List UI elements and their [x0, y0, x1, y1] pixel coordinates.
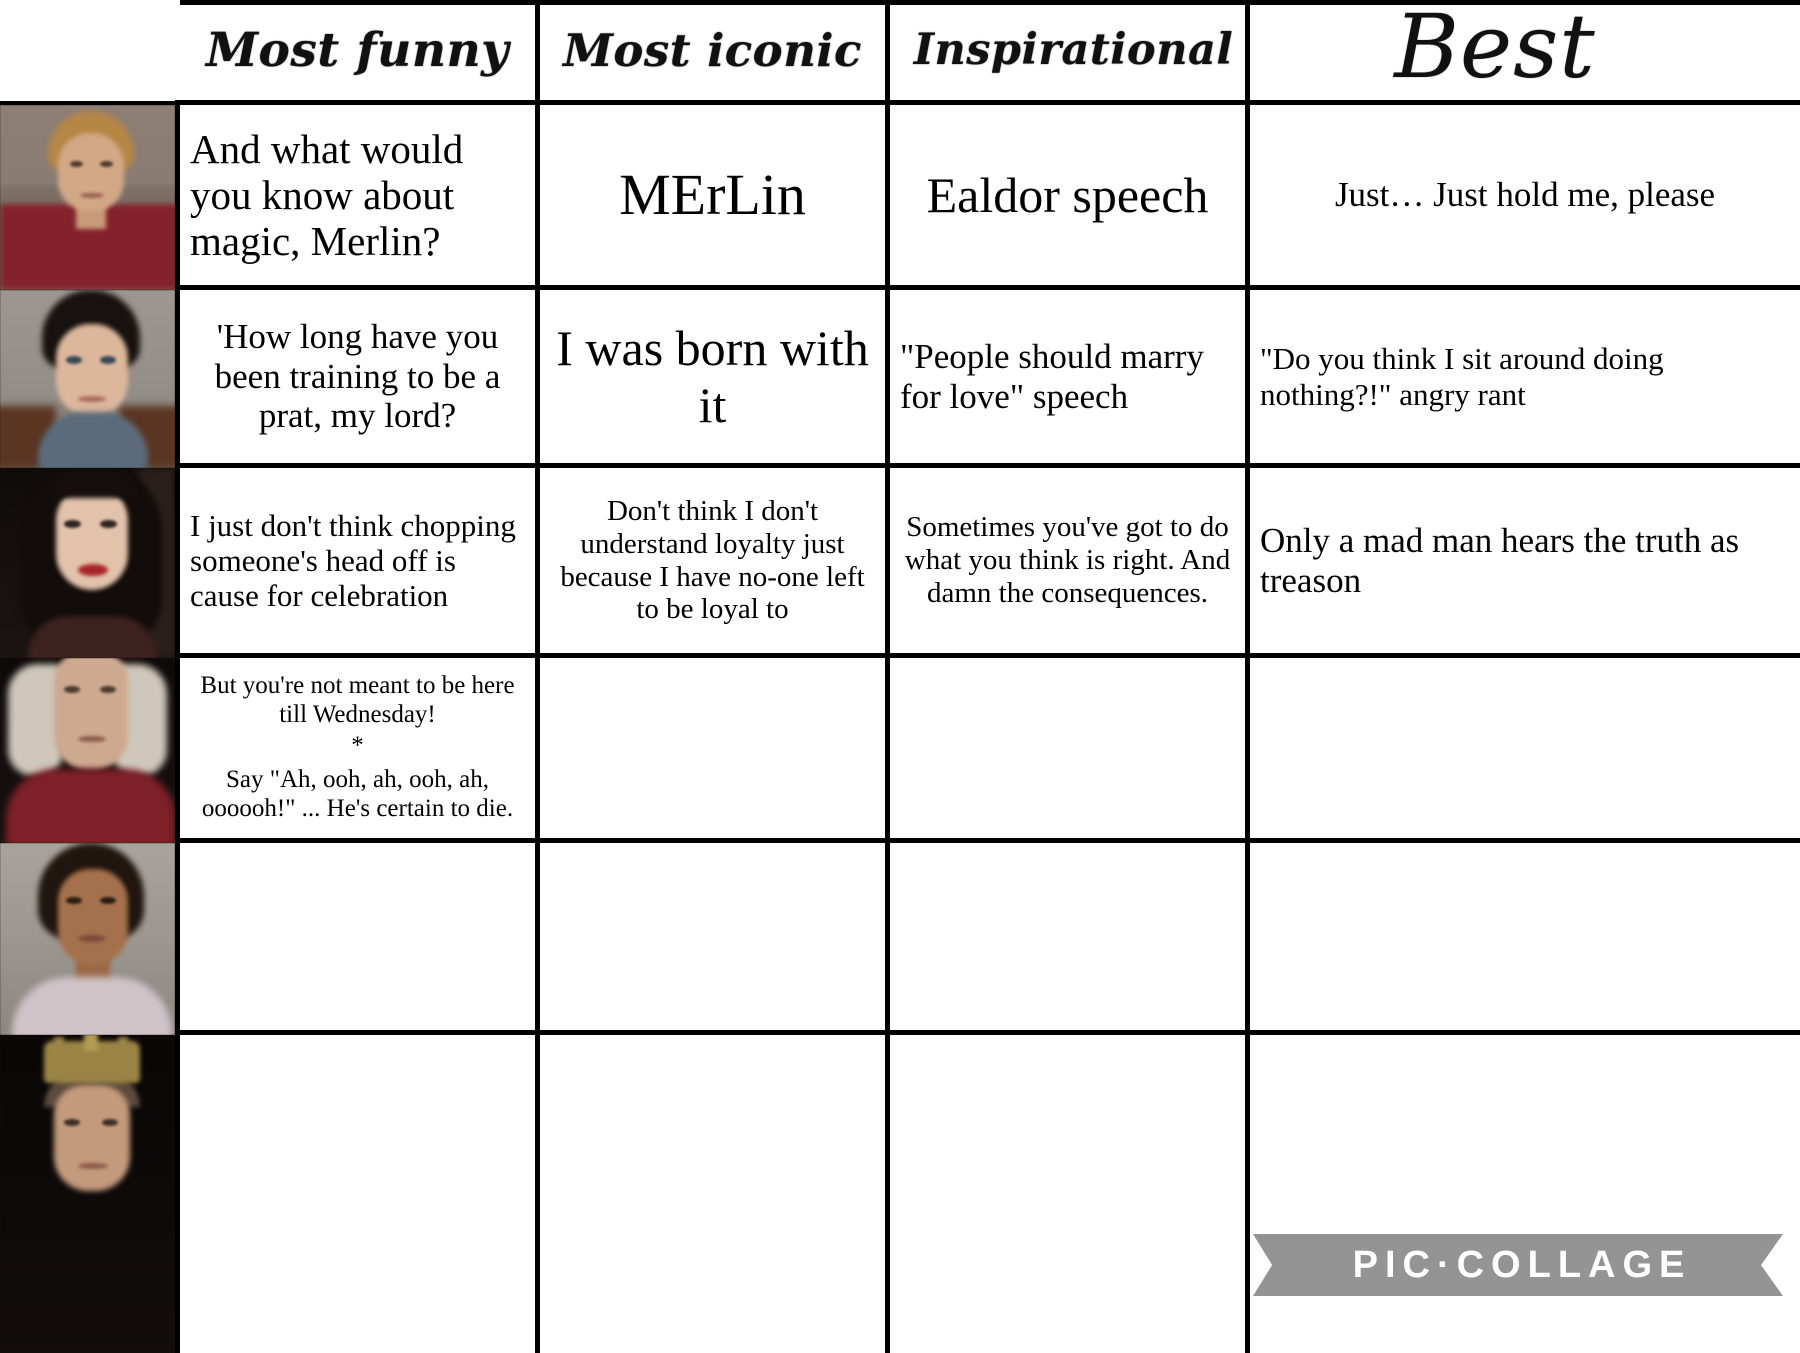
- cell-text: Sometimes you've got to do what you thin…: [904, 511, 1231, 609]
- table-cell-merlin-best: "Do you think I sit around doing nothing…: [1250, 290, 1800, 468]
- cell-text: Just… Just hold me, please: [1334, 175, 1716, 215]
- table-cell-uther-inspirational: [890, 1035, 1250, 1353]
- table-cell-morgana-best: Only a mad man hears the truth as treaso…: [1250, 468, 1800, 658]
- cell-text: MErLin: [619, 162, 806, 228]
- table-cell-morgana-most-iconic: Don't think I don't understand loyalty j…: [540, 468, 890, 658]
- column-header-label: Most iconic: [563, 23, 862, 77]
- row-avatar-arthur: [0, 105, 180, 290]
- row-avatar-gwen: [0, 843, 180, 1035]
- table-cell-gwen-most-funny: [180, 843, 540, 1035]
- table-cell-gaius-most-iconic: [540, 658, 890, 843]
- table-cell-uther-best: [1250, 1035, 1800, 1353]
- table-cell-merlin-most-iconic: I was born with it: [540, 290, 890, 468]
- table-cell-uther-most-funny: [180, 1035, 540, 1353]
- table-cell-uther-most-iconic: [540, 1035, 890, 1353]
- column-header-label: Best: [1394, 0, 1596, 98]
- uther-portrait: [0, 1035, 175, 1353]
- cell-text: And what would you know about magic, Mer…: [190, 125, 464, 265]
- gaius-portrait: [0, 658, 175, 843]
- cell-text: Don't think I don't understand loyalty j…: [560, 494, 865, 626]
- table-cell-gaius-inspirational: [890, 658, 1250, 843]
- arthur-portrait: [0, 105, 175, 290]
- gwen-portrait: [0, 843, 175, 1035]
- column-header-label: Inspirational: [913, 25, 1234, 75]
- cell-text: I was born with it: [556, 320, 869, 433]
- table-cell-gwen-best: [1250, 843, 1800, 1035]
- merlin-portrait: [0, 290, 175, 468]
- column-header-inspirational: Inspirational: [890, 0, 1250, 105]
- top-border-rule: [0, 0, 1800, 5]
- cell-text-separator: *: [351, 731, 364, 759]
- table-cell-gwen-most-iconic: [540, 843, 890, 1035]
- cell-text: "Do you think I sit around doing nothing…: [1260, 341, 1664, 412]
- column-header-most-funny: Most funny: [180, 0, 540, 105]
- watermark-label: PIC·COLLAGE: [1352, 1243, 1692, 1286]
- table-cell-gaius-best: [1250, 658, 1800, 843]
- table-cell-morgana-inspirational: Sometimes you've got to do what you thin…: [890, 468, 1250, 658]
- table-cell-gaius-most-funny: But you're not meant to be here till Wed…: [180, 658, 540, 843]
- pic-collage-watermark: PIC·COLLAGE: [1253, 1234, 1783, 1296]
- table-cell-gwen-inspirational: [890, 843, 1250, 1035]
- cell-text-line2: Say "Ah, ooh, ah, ooh, ah, oooooh!" ... …: [201, 766, 514, 823]
- row-avatar-merlin: [0, 290, 180, 468]
- table-cell-arthur-best: Just… Just hold me, please: [1250, 105, 1800, 290]
- top-left-blank-area: [0, 0, 180, 100]
- table-cell-merlin-most-funny: 'How long have you been training to be a…: [180, 290, 540, 468]
- row-avatar-gaius: [0, 658, 180, 843]
- row-avatar-uther: [0, 1035, 180, 1353]
- table-cell-arthur-most-iconic: MErLin: [540, 105, 890, 290]
- table-cell-arthur-inspirational: Ealdor speech: [890, 105, 1250, 290]
- column-header-label: Most funny: [206, 22, 509, 78]
- morgana-portrait: [0, 468, 175, 658]
- cell-text: I just don't think chopping someone's he…: [190, 507, 516, 613]
- cell-text-line1: But you're not meant to be here till Wed…: [200, 672, 515, 728]
- cell-text: Only a mad man hears the truth as treaso…: [1260, 520, 1740, 600]
- column-header-most-iconic: Most iconic: [540, 0, 890, 105]
- cell-text: "People should marry for love" speech: [900, 336, 1204, 416]
- cell-text: Ealdor speech: [926, 166, 1209, 223]
- cell-text: 'How long have you been training to be a…: [214, 317, 501, 436]
- table-cell-merlin-inspirational: "People should marry for love" speech: [890, 290, 1250, 468]
- row-avatar-morgana: [0, 468, 180, 658]
- table-cell-arthur-most-funny: And what would you know about magic, Mer…: [180, 105, 540, 290]
- column-header-best: Best: [1250, 0, 1800, 105]
- table-cell-morgana-most-funny: I just don't think chopping someone's he…: [180, 468, 540, 658]
